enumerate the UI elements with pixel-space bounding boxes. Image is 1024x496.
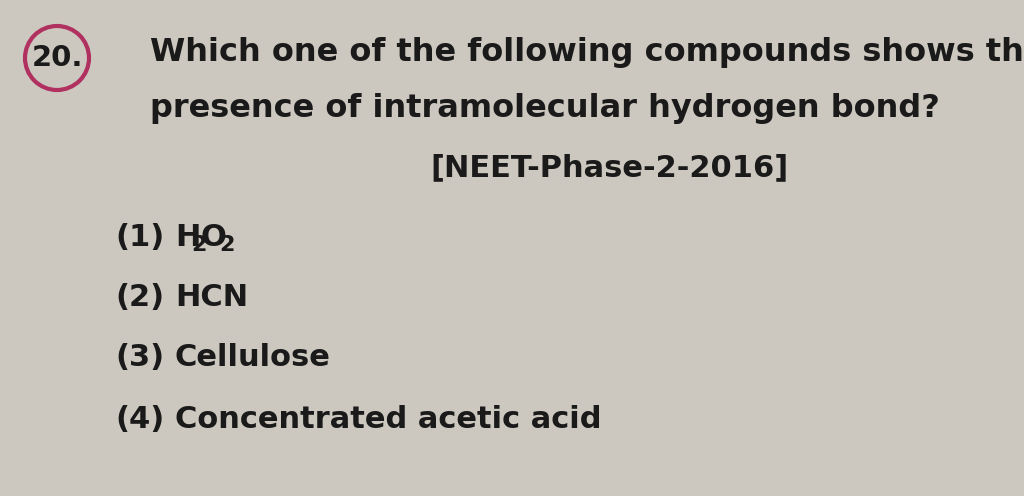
Text: Cellulose: Cellulose: [175, 344, 331, 372]
Text: Concentrated acetic acid: Concentrated acetic acid: [175, 406, 601, 434]
Text: O: O: [201, 224, 227, 252]
Text: H: H: [175, 224, 201, 252]
Text: Which one of the following compounds shows the: Which one of the following compounds sho…: [150, 37, 1024, 67]
Text: (1): (1): [115, 224, 164, 252]
Text: 2: 2: [219, 235, 234, 255]
Text: (2): (2): [115, 284, 164, 312]
Text: 2: 2: [191, 235, 207, 255]
Text: [NEET-Phase-2-2016]: [NEET-Phase-2-2016]: [430, 153, 788, 183]
Text: HCN: HCN: [175, 284, 248, 312]
Text: (3): (3): [115, 344, 164, 372]
Text: presence of intramolecular hydrogen bond?: presence of intramolecular hydrogen bond…: [150, 92, 940, 124]
Text: (4): (4): [115, 406, 164, 434]
Text: 20.: 20.: [32, 44, 83, 72]
